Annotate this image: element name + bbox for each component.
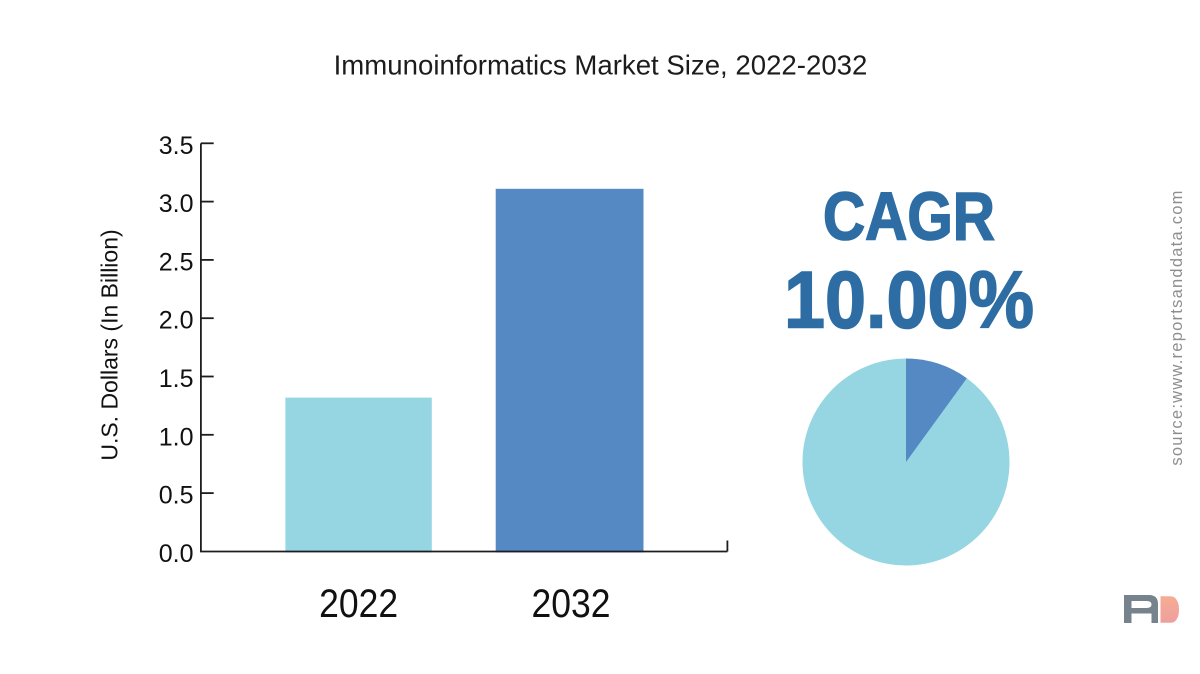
svg-text:CAGR: CAGR: [823, 178, 995, 254]
svg-text:3.0: 3.0: [159, 190, 194, 218]
svg-text:3.5: 3.5: [159, 132, 194, 160]
svg-text:source:www.reportsanddata.com: source:www.reportsanddata.com: [1168, 189, 1186, 465]
svg-text:1.5: 1.5: [159, 365, 194, 393]
svg-text:0.0: 0.0: [159, 540, 194, 568]
svg-text:10.00%: 10.00%: [784, 255, 1034, 345]
svg-text:2032: 2032: [532, 582, 611, 626]
svg-text:0.5: 0.5: [159, 482, 194, 510]
svg-text:2.5: 2.5: [159, 248, 194, 276]
svg-text:2022: 2022: [319, 582, 398, 626]
svg-text:1.0: 1.0: [159, 423, 194, 451]
svg-text:U.S. Dollars (In Billion): U.S. Dollars (In Billion): [97, 229, 123, 460]
svg-text:2.0: 2.0: [159, 307, 194, 335]
svg-text:Immunoinformatics Market Size,: Immunoinformatics Market Size, 2022-2032: [334, 49, 868, 80]
